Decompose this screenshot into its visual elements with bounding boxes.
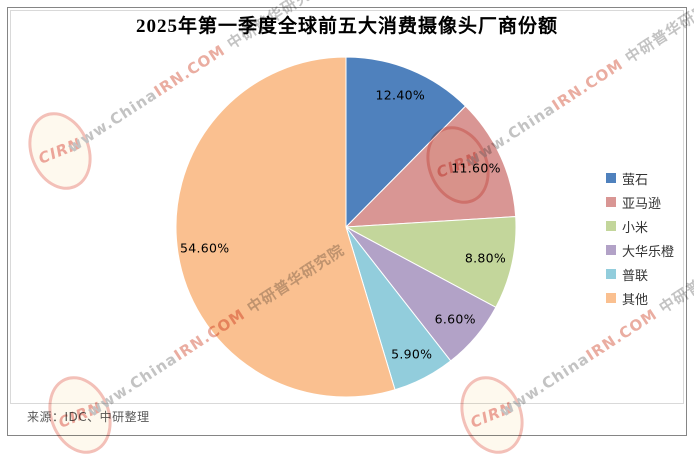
slice-label-其他: 54.60% <box>179 240 230 256</box>
pie-slice-其他 <box>175 56 396 398</box>
legend-label: 小米 <box>622 220 649 236</box>
legend: 萤石亚马逊小米大华乐橙普联其他 <box>606 166 674 310</box>
legend-label: 亚马逊 <box>622 196 662 212</box>
legend-item-萤石: 萤石 <box>606 166 674 190</box>
legend-item-小米: 小米 <box>606 214 674 238</box>
legend-swatch <box>606 245 616 255</box>
slice-label-小米: 8.80% <box>464 250 507 266</box>
slice-label-大华乐橙: 6.60% <box>434 311 476 327</box>
source-note: 来源：IDC、中研整理 <box>27 410 150 424</box>
pie-chart <box>175 56 517 398</box>
legend-item-亚马逊: 亚马逊 <box>606 190 674 214</box>
legend-swatch <box>606 221 616 231</box>
legend-swatch <box>606 269 616 279</box>
legend-item-其他: 其他 <box>606 286 674 310</box>
legend-label: 萤石 <box>622 172 649 188</box>
legend-item-大华乐橙: 大华乐橙 <box>606 238 674 262</box>
legend-swatch <box>606 197 616 207</box>
chart-canvas: 2025年第一季度全球前五大消费摄像头厂商份额 12.40% 11.60% 8.80… <box>7 0 694 463</box>
slice-label-普联: 5.90% <box>391 346 433 362</box>
pie-slice-小米 <box>344 216 517 309</box>
chart-title: 2025年第一季度全球前五大消费摄像头厂商份额 <box>135 16 558 37</box>
legend-label: 其他 <box>622 292 649 308</box>
slice-label-萤石: 12.40% <box>375 87 426 103</box>
pie-slice-萤石 <box>345 56 467 229</box>
legend-label: 普联 <box>622 268 649 284</box>
legend-swatch <box>606 293 616 303</box>
legend-item-普联: 普联 <box>606 262 674 286</box>
legend-swatch <box>606 173 616 183</box>
slice-label-亚马逊: 11.60% <box>451 160 501 176</box>
legend-label: 大华乐橙 <box>622 244 675 260</box>
